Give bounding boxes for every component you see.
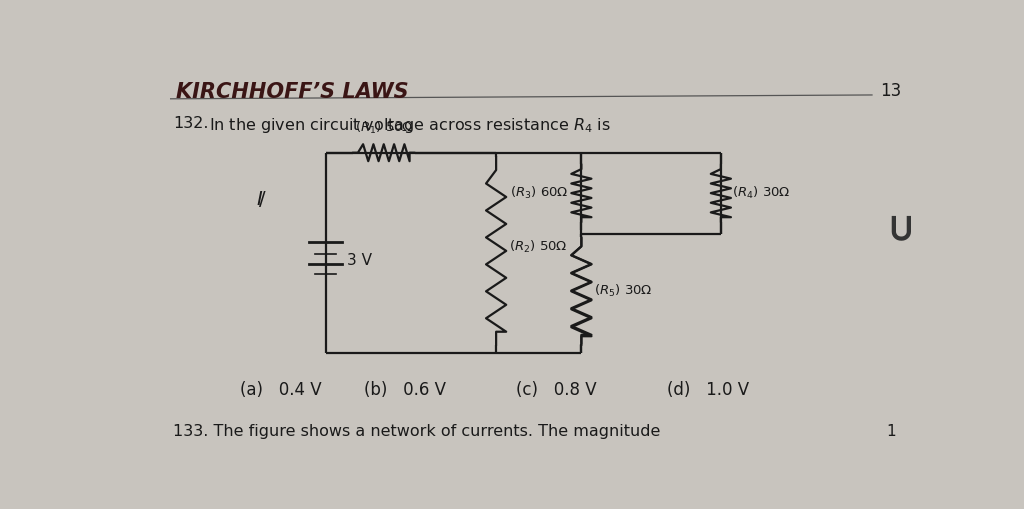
Text: (a)   0.4 V: (a) 0.4 V	[241, 381, 322, 399]
Text: $\mathbf{\supset}$: $\mathbf{\supset}$	[882, 203, 920, 241]
Text: 3 V: 3 V	[347, 253, 373, 268]
Text: KIRCHHOFF’S LAWS: KIRCHHOFF’S LAWS	[176, 82, 409, 102]
Text: (c)   0.8 V: (c) 0.8 V	[515, 381, 596, 399]
Text: $I\!/$: $I\!/$	[256, 189, 267, 209]
Text: In the given circuit voltage across resistance $R_4$ is: In the given circuit voltage across resi…	[209, 116, 611, 135]
Text: $(R_5)$ 30Ω: $(R_5)$ 30Ω	[594, 282, 652, 299]
Text: $(R_4)$ 30Ω: $(R_4)$ 30Ω	[732, 185, 791, 201]
Text: 132.: 132.	[173, 116, 209, 131]
Text: $(R_3)$ 60Ω: $(R_3)$ 60Ω	[511, 185, 569, 201]
Text: 13: 13	[880, 82, 901, 100]
Text: 133. The figure shows a network of currents. The magnitude: 133. The figure shows a network of curre…	[173, 424, 660, 439]
Text: (d)   1.0 V: (d) 1.0 V	[667, 381, 749, 399]
Text: $(R_2)$ 50Ω: $(R_2)$ 50Ω	[509, 239, 567, 255]
Text: $(R_1)$ 50Ω: $(R_1)$ 50Ω	[354, 120, 413, 136]
Text: 1: 1	[886, 424, 896, 439]
Text: (b)   0.6 V: (b) 0.6 V	[365, 381, 446, 399]
